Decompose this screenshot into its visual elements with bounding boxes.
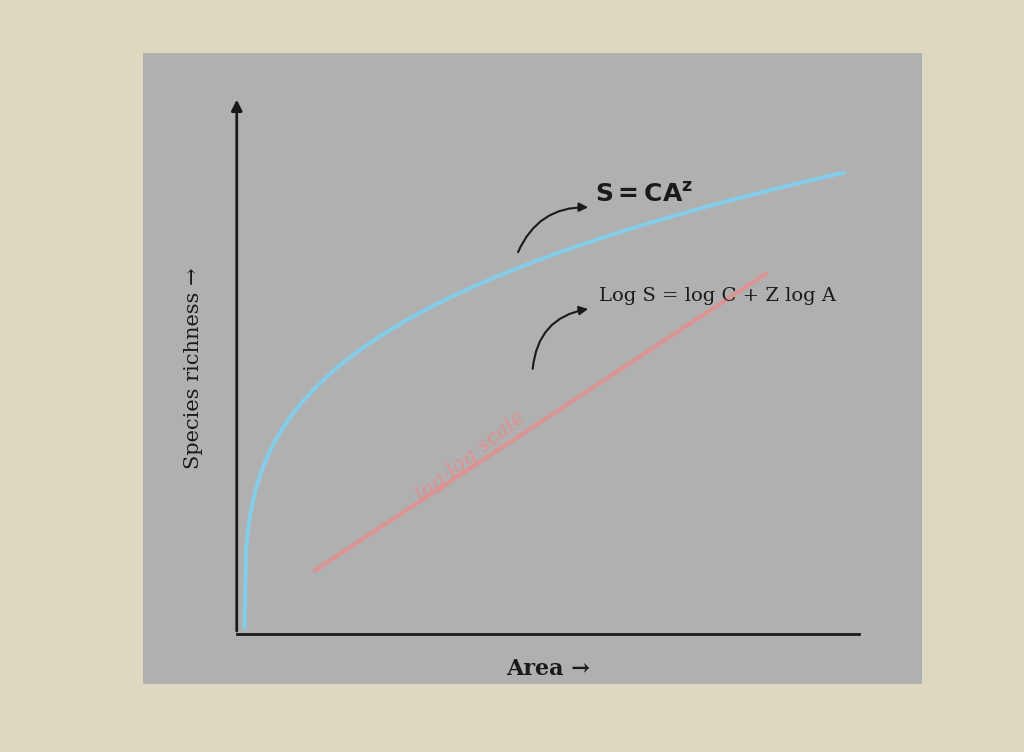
Text: $\mathbf{S = CA^z}$: $\mathbf{S = CA^z}$ (595, 183, 693, 207)
Text: Area →: Area → (506, 657, 590, 680)
Text: Log S = log C + Z log A: Log S = log C + Z log A (599, 287, 836, 305)
Text: Species richness →: Species richness → (184, 268, 204, 469)
Text: log-log scale: log-log scale (412, 408, 528, 505)
